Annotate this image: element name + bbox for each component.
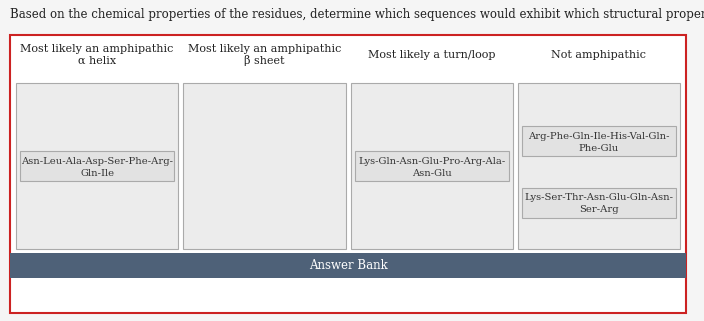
- Bar: [351, 83, 513, 249]
- Text: α helix: α helix: [78, 56, 116, 66]
- Text: Not amphipathic: Not amphipathic: [551, 50, 646, 60]
- Text: Asn-Glu: Asn-Glu: [412, 169, 451, 178]
- Bar: [355, 151, 509, 181]
- Bar: [522, 126, 676, 156]
- Bar: [517, 83, 680, 249]
- Text: Most likely a turn/loop: Most likely a turn/loop: [368, 50, 496, 60]
- Text: Gln-Ile: Gln-Ile: [80, 169, 114, 178]
- Text: Lys-Ser-Thr-Asn-Glu-Gln-Asn-: Lys-Ser-Thr-Asn-Glu-Gln-Asn-: [524, 193, 673, 202]
- Text: Most likely an amphipathic: Most likely an amphipathic: [188, 44, 341, 54]
- Text: Phe-Glu: Phe-Glu: [579, 143, 619, 152]
- Text: Based on the chemical properties of the residues, determine which sequences woul: Based on the chemical properties of the …: [10, 8, 704, 21]
- Text: Ser-Arg: Ser-Arg: [579, 205, 619, 214]
- Bar: [20, 151, 175, 181]
- Bar: [10, 253, 686, 278]
- Text: Answer Bank: Answer Bank: [308, 259, 387, 272]
- Bar: [16, 83, 178, 249]
- Text: Asn-Leu-Ala-Asp-Ser-Phe-Arg-: Asn-Leu-Ala-Asp-Ser-Phe-Arg-: [21, 157, 173, 166]
- Bar: [183, 83, 346, 249]
- Text: Arg-Phe-Gln-Ile-His-Val-Gln-: Arg-Phe-Gln-Ile-His-Val-Gln-: [528, 132, 670, 141]
- Bar: [10, 35, 686, 313]
- Text: Most likely an amphipathic: Most likely an amphipathic: [20, 44, 174, 54]
- Bar: [522, 187, 676, 218]
- Text: β sheet: β sheet: [244, 56, 284, 66]
- Text: Lys-Gln-Asn-Glu-Pro-Arg-Ala-: Lys-Gln-Asn-Glu-Pro-Arg-Ala-: [358, 157, 505, 166]
